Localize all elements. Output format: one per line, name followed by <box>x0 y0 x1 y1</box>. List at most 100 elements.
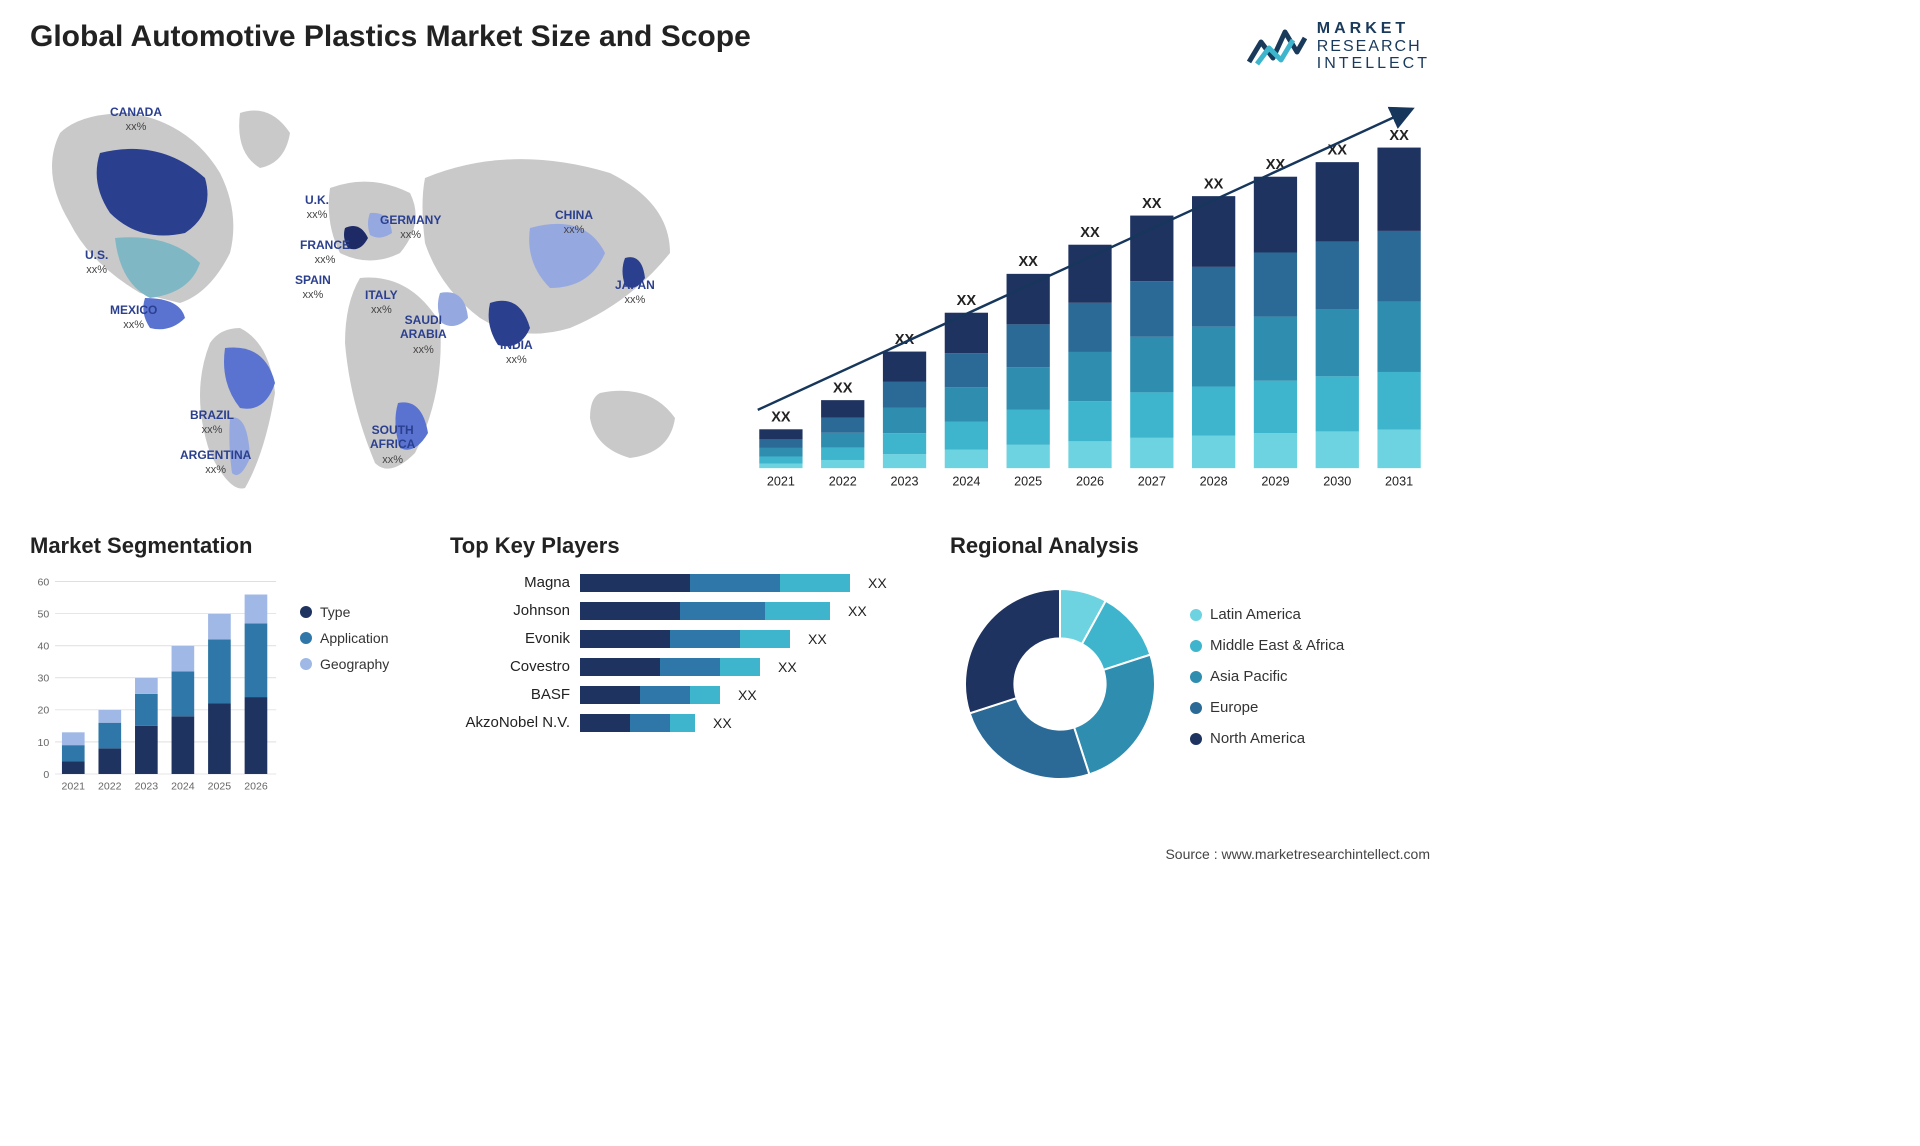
player-bar <box>580 630 790 648</box>
map-callout-safrica: SOUTHAFRICAxx% <box>370 423 415 467</box>
map-callout-argentina: ARGENTINAxx% <box>180 448 251 478</box>
player-row: AkzoNobel N.V. XX <box>450 714 920 732</box>
svg-text:40: 40 <box>37 640 49 652</box>
player-value: XX <box>778 659 797 675</box>
player-label: Covestro <box>450 658 570 675</box>
seg-legend-item: Application <box>300 630 420 646</box>
logo-line1: MARKET <box>1317 20 1430 38</box>
player-row: Evonik XX <box>450 630 920 648</box>
player-bar <box>580 714 695 732</box>
source-attribution: Source : www.marketresearchintellect.com <box>1165 846 1430 862</box>
player-bar <box>580 658 760 676</box>
regional-legend-item: Europe <box>1190 699 1344 716</box>
svg-text:0: 0 <box>43 769 49 781</box>
svg-text:2025: 2025 <box>1014 474 1042 488</box>
map-callout-germany: GERMANYxx% <box>380 213 441 243</box>
player-value: XX <box>808 631 827 647</box>
player-label: Evonik <box>450 630 570 647</box>
svg-text:2023: 2023 <box>135 780 159 792</box>
svg-text:2025: 2025 <box>208 780 232 792</box>
svg-text:60: 60 <box>37 576 49 588</box>
svg-text:2024: 2024 <box>171 780 195 792</box>
segmentation-title: Market Segmentation <box>30 533 420 559</box>
svg-text:30: 30 <box>37 672 49 684</box>
players-chart: Magna XX Johnson XX Evonik XX Covestro XX BASF XX… <box>450 574 920 732</box>
map-callout-canada: CANADAxx% <box>110 105 162 135</box>
player-row: Johnson XX <box>450 602 920 620</box>
player-value: XX <box>713 715 732 731</box>
regional-panel: Regional Analysis Latin America Middle Ea… <box>950 533 1420 833</box>
logo-icon <box>1247 24 1307 68</box>
header: Global Automotive Plastics Market Size a… <box>30 20 1430 73</box>
top-row: CANADAxx% U.S.xx% MEXICOxx% BRAZILxx% ARGENT… <box>30 93 1430 513</box>
regional-legend-item: Middle East & Africa <box>1190 637 1344 654</box>
svg-text:XX: XX <box>1389 128 1409 144</box>
map-callout-us: U.S.xx% <box>85 248 108 278</box>
segmentation-chart: 0102030405060202120222023202420252026 <box>30 574 280 795</box>
svg-text:2026: 2026 <box>1076 474 1104 488</box>
map-callout-india: INDIAxx% <box>500 338 533 368</box>
svg-text:XX: XX <box>957 293 977 309</box>
player-bar <box>580 574 850 592</box>
svg-text:2030: 2030 <box>1323 474 1351 488</box>
map-callout-uk: U.K.xx% <box>305 193 329 223</box>
segmentation-panel: Market Segmentation 01020304050602021202… <box>30 533 420 833</box>
player-value: XX <box>868 575 887 591</box>
growth-chart-panel: 2021XX2022XX2023XX2024XX2025XX2026XX2027… <box>750 93 1430 513</box>
brand-logo: MARKET RESEARCH INTELLECT <box>1247 20 1430 73</box>
map-callout-france: FRANCExx% <box>300 238 350 268</box>
logo-line2: RESEARCH <box>1317 38 1430 56</box>
map-callout-mexico: MEXICOxx% <box>110 303 157 333</box>
bottom-row: Market Segmentation 01020304050602021202… <box>30 533 1430 833</box>
player-bar <box>580 686 720 704</box>
player-value: XX <box>848 603 867 619</box>
svg-text:2028: 2028 <box>1200 474 1228 488</box>
svg-text:XX: XX <box>1328 142 1348 158</box>
player-label: AkzoNobel N.V. <box>450 714 570 731</box>
regional-legend-item: Asia Pacific <box>1190 668 1344 685</box>
regional-legend: Latin America Middle East & Africa Asia Pa… <box>1190 606 1344 761</box>
player-row: Covestro XX <box>450 658 920 676</box>
player-label: BASF <box>450 686 570 703</box>
growth-chart: 2021XX2022XX2023XX2024XX2025XX2026XX2027… <box>750 93 1430 513</box>
svg-text:2021: 2021 <box>62 780 86 792</box>
svg-text:XX: XX <box>1142 196 1162 212</box>
svg-text:XX: XX <box>771 409 791 425</box>
seg-legend-item: Type <box>300 604 420 620</box>
svg-text:2022: 2022 <box>829 474 857 488</box>
player-label: Johnson <box>450 602 570 619</box>
svg-text:20: 20 <box>37 705 49 717</box>
svg-text:2024: 2024 <box>952 474 980 488</box>
svg-text:XX: XX <box>1080 225 1100 241</box>
map-callout-japan: JAPANxx% <box>615 278 655 308</box>
svg-text:2021: 2021 <box>767 474 795 488</box>
svg-text:2026: 2026 <box>244 780 268 792</box>
player-bar <box>580 602 830 620</box>
logo-line3: INTELLECT <box>1317 55 1430 73</box>
player-row: BASF XX <box>450 686 920 704</box>
regional-legend-item: North America <box>1190 730 1344 747</box>
svg-text:50: 50 <box>37 608 49 620</box>
regional-title: Regional Analysis <box>950 533 1420 559</box>
svg-text:2027: 2027 <box>1138 474 1166 488</box>
regional-legend-item: Latin America <box>1190 606 1344 623</box>
seg-legend-item: Geography <box>300 656 420 672</box>
svg-text:XX: XX <box>1204 176 1224 192</box>
svg-text:XX: XX <box>833 380 853 396</box>
world-map-panel: CANADAxx% U.S.xx% MEXICOxx% BRAZILxx% ARGENT… <box>30 93 710 513</box>
player-value: XX <box>738 687 757 703</box>
map-callout-china: CHINAxx% <box>555 208 593 238</box>
players-title: Top Key Players <box>450 533 920 559</box>
svg-text:2029: 2029 <box>1261 474 1289 488</box>
svg-text:2022: 2022 <box>98 780 122 792</box>
players-panel: Top Key Players Magna XX Johnson XX Evonik XX… <box>450 533 920 833</box>
svg-text:XX: XX <box>1018 254 1038 270</box>
page-title: Global Automotive Plastics Market Size a… <box>30 20 751 54</box>
regional-donut <box>950 574 1170 794</box>
svg-text:2031: 2031 <box>1385 474 1413 488</box>
map-callout-saudi: SAUDIARABIAxx% <box>400 313 447 357</box>
map-callout-brazil: BRAZILxx% <box>190 408 234 438</box>
player-label: Magna <box>450 574 570 591</box>
segmentation-legend: Type Application Geography <box>300 574 420 682</box>
map-callout-italy: ITALYxx% <box>365 288 398 318</box>
